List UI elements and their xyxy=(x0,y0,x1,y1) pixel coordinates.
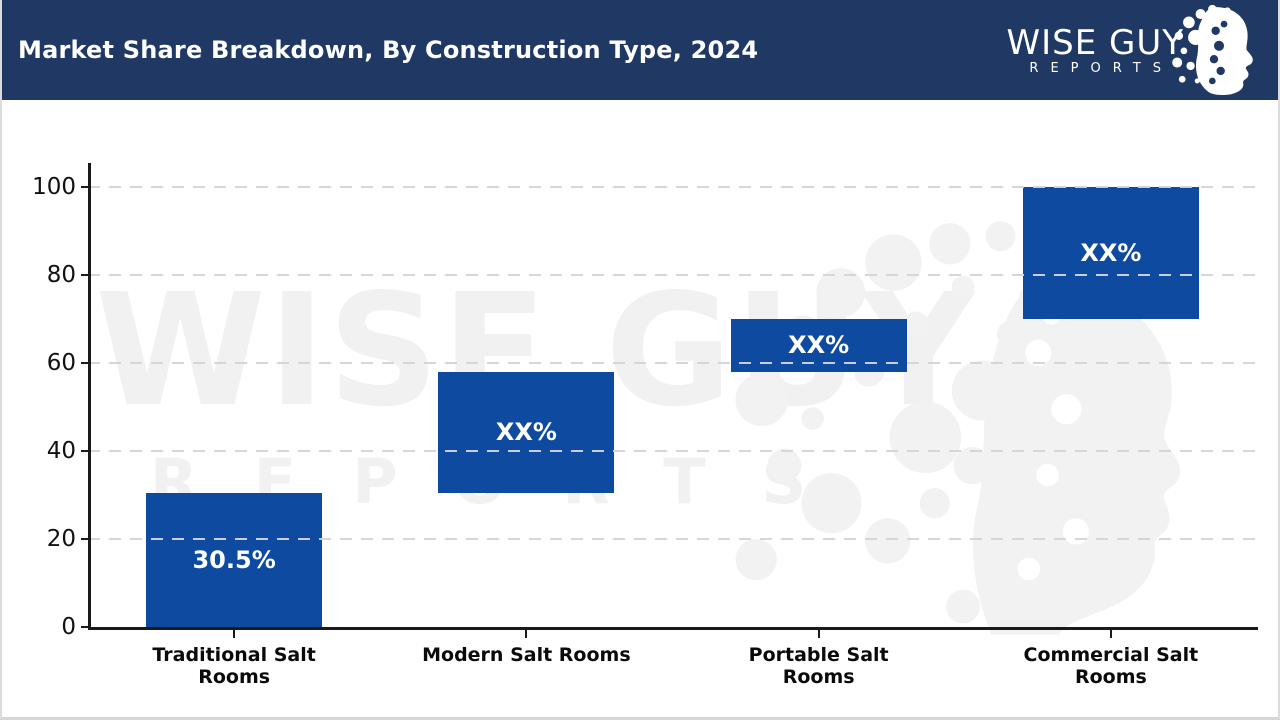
bar-value-label: 30.5% xyxy=(192,545,276,574)
watermark-face-icon xyxy=(735,221,1181,635)
y-axis-line xyxy=(88,163,91,629)
chart-area: WISE GUY REPORTS 30.5%Traditional SaltRo… xyxy=(2,100,1278,717)
header: Market Share Breakdown, By Construction … xyxy=(2,0,1278,100)
gridline-40 xyxy=(88,450,1257,452)
bar-traditional-salt-rooms: 30.5% xyxy=(146,492,323,627)
plot-area: 30.5% Traditional Salt Rooms XX% Modern Salt… xyxy=(2,100,1278,717)
x-category-label: Portable Salt Rooms xyxy=(748,644,889,688)
x-axis-line xyxy=(88,627,1258,630)
bar-modern-salt-rooms: XX% xyxy=(438,371,615,493)
gridline-60 xyxy=(88,362,1257,364)
y-tick-label: 80 xyxy=(46,262,76,288)
bar-value-label: XX% xyxy=(788,331,850,360)
y-tick xyxy=(81,362,88,364)
logo-brand: WISE GUY xyxy=(1006,22,1184,63)
x-tick xyxy=(1109,629,1112,638)
y-tick-label: 20 xyxy=(46,526,76,552)
y-tick xyxy=(81,626,88,628)
bar-commercial-salt-rooms: XX% xyxy=(1022,187,1199,319)
y-tick xyxy=(81,274,88,276)
x-tick xyxy=(233,629,236,638)
gridline-20 xyxy=(88,538,1257,540)
bar-value-label: XX% xyxy=(495,418,557,447)
wise-guy-reports-logo: WISE GUY REPORTS xyxy=(1006,4,1260,96)
x-category-label: Modern Salt Rooms xyxy=(422,644,631,666)
bar-value-label: XX% xyxy=(1080,239,1142,267)
x-tick xyxy=(817,629,820,638)
logo-subtitle: REPORTS xyxy=(1029,60,1174,76)
y-tick-label: 0 xyxy=(61,614,76,640)
y-tick xyxy=(81,450,88,452)
logo-text: WISE GUY REPORTS xyxy=(1006,25,1184,76)
chart-title: Market Share Breakdown, By Construction … xyxy=(18,36,759,64)
y-tick xyxy=(81,186,88,188)
gridline-80 xyxy=(88,274,1257,276)
x-tick xyxy=(525,629,528,638)
y-tick-label: 40 xyxy=(46,438,76,464)
x-category-label: Commercial Salt Rooms xyxy=(1023,644,1199,688)
y-tick-label: 100 xyxy=(32,174,76,200)
x-category-label: Traditional Salt Rooms xyxy=(152,644,316,688)
y-tick xyxy=(81,538,88,540)
y-tick-label: 60 xyxy=(46,350,76,376)
logo-face-icon xyxy=(1172,4,1253,95)
gridline-100 xyxy=(88,186,1257,188)
